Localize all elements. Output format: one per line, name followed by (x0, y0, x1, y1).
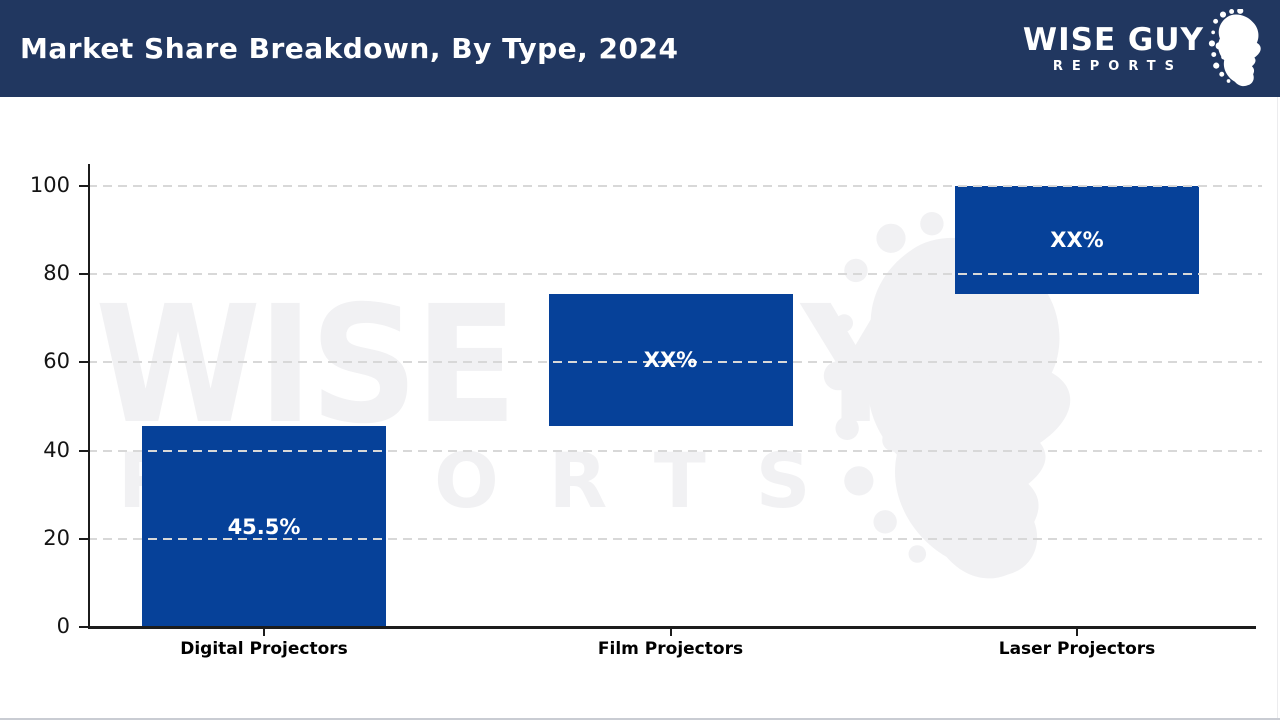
y-tick-60 (79, 361, 88, 364)
bar-laser-projectors (955, 186, 1199, 295)
y-tick-label-80: 80 (43, 261, 70, 286)
y-tick-label-40: 40 (43, 437, 70, 462)
y-tick-0 (79, 626, 88, 628)
x-tick-film-projectors (669, 629, 672, 636)
x-category-label-digital-projectors: Digital Projectors (180, 639, 348, 659)
x-tick-digital-projectors (263, 629, 265, 636)
y-tick-labels: 0 20 40 60 80 100 (0, 164, 78, 638)
bars-layer (88, 164, 1262, 627)
brand-subname: REPORTS (1052, 58, 1184, 74)
bar-digital-projectors (142, 426, 386, 627)
y-tick-label-100: 100 (29, 173, 70, 198)
y-tick-100 (79, 185, 88, 188)
face-profile-icon (1208, 8, 1261, 86)
brand-name: WISE GUY (1022, 21, 1204, 58)
brand-logo: WISE GUY REPORTS (1023, 6, 1270, 91)
page-title: Market Share Breakdown, By Type, 2024 (20, 32, 679, 65)
x-category-label-film-projectors: Film Projectors (597, 639, 744, 659)
bar-film-projectors (548, 294, 793, 427)
y-tick-label-0: 0 (56, 614, 70, 638)
y-tick-40 (79, 449, 88, 452)
brand-logo-text: WISE GUY REPORTS (1022, 21, 1204, 74)
x-category-labels: Digital Projectors Film Projectors Laser P… (88, 639, 1262, 669)
y-tick-label-20: 20 (43, 525, 70, 550)
y-tick-80 (79, 273, 88, 276)
y-tick-label-60: 60 (43, 349, 70, 374)
y-tick-20 (79, 537, 88, 540)
bottom-border (0, 718, 1280, 720)
x-category-label-laser-projectors: Laser Projectors (998, 639, 1156, 659)
header-bar: Market Share Breakdown, By Type, 2024 WI… (0, 0, 1280, 97)
right-border (1277, 97, 1278, 718)
x-tick-laser-projectors (1076, 629, 1078, 636)
plot-area: 45.5% XX% XX% (79, 164, 1262, 636)
